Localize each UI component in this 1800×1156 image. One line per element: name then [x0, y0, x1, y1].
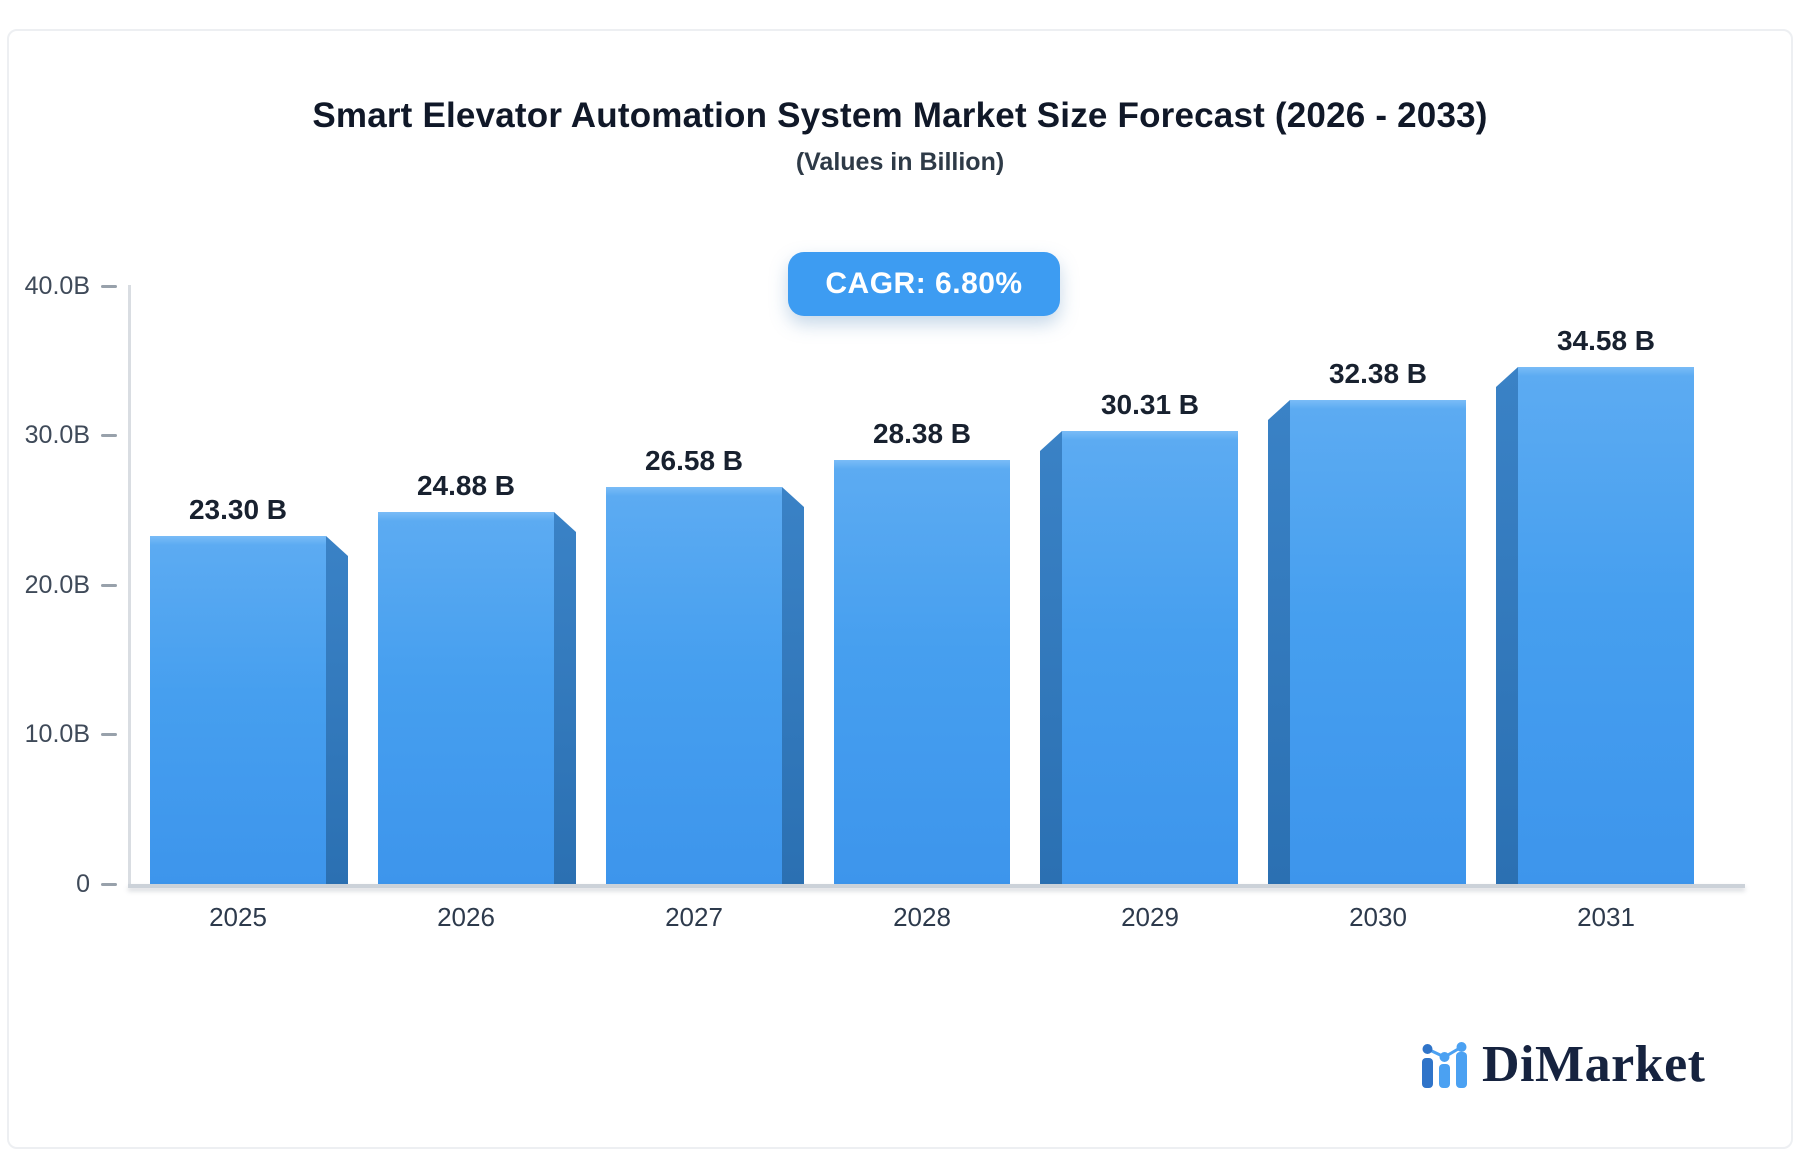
y-axis-label: 20.0B	[24, 570, 90, 599]
x-axis-label-2025: 2025	[209, 902, 267, 932]
bar-value-label: 34.58 B	[1556, 325, 1656, 356]
bar-2028[interactable]	[834, 460, 1010, 884]
bar-value-label: 26.58 B	[644, 445, 744, 476]
bar-3d-side-2030	[1268, 400, 1290, 884]
y-axis-label: 10.0B	[24, 720, 90, 749]
bar-3d-side-2025	[326, 536, 348, 884]
bar-3d-side-2027	[782, 487, 804, 884]
y-axis-tick	[101, 883, 117, 886]
bar-3d-side-2031	[1496, 367, 1518, 884]
x-axis-label-2029: 2029	[1121, 902, 1179, 932]
y-axis-tick	[101, 733, 117, 737]
bar-value-label: 28.38 B	[872, 418, 972, 449]
bar-value-label: 30.31 B	[1100, 389, 1200, 420]
bar-value-label: 23.30 B	[188, 494, 288, 525]
bar-2031[interactable]	[1518, 367, 1694, 884]
bar-value-label: 32.38 B	[1328, 358, 1428, 389]
y-axis-tick	[101, 284, 117, 288]
y-axis-line	[128, 285, 131, 886]
x-axis-label-2031: 2031	[1577, 902, 1635, 932]
chart-subtitle: (Values in Billion)	[795, 148, 1005, 176]
y-axis-label: 40.0B	[24, 271, 90, 300]
y-axis-tick	[101, 434, 117, 438]
y-axis-label: 30.0B	[24, 421, 90, 450]
bar-2026[interactable]	[378, 512, 554, 884]
logo-wordmark: DiMarket	[1482, 1036, 1706, 1093]
dimarket-logo: DiMarket	[1420, 1036, 1705, 1094]
cagr-badge: CAGR: 6.80%	[788, 252, 1060, 316]
cagr-badge-label: CAGR: 6.80%	[825, 267, 1023, 300]
x-axis-label-2028: 2028	[893, 902, 951, 932]
mini-bar-line-chart-icon	[1422, 1042, 1467, 1088]
bar-3d-side-2026	[554, 512, 576, 884]
bar-3d-side-2029	[1040, 431, 1062, 884]
bar-2027[interactable]	[606, 487, 782, 884]
bar-2029[interactable]	[1062, 431, 1238, 884]
x-axis-line	[128, 884, 1745, 888]
y-axis-tick	[101, 583, 117, 587]
chart-title: Smart Elevator Automation System Market …	[312, 96, 1488, 135]
y-axis-label: 0	[76, 870, 90, 898]
x-axis-label-2026: 2026	[437, 902, 495, 932]
x-axis-label-2027: 2027	[665, 902, 723, 932]
bar-value-label: 24.88 B	[416, 470, 516, 501]
x-axis-label-2030: 2030	[1349, 902, 1407, 932]
bar-2030[interactable]	[1290, 400, 1466, 884]
bar-2025[interactable]	[150, 536, 326, 884]
